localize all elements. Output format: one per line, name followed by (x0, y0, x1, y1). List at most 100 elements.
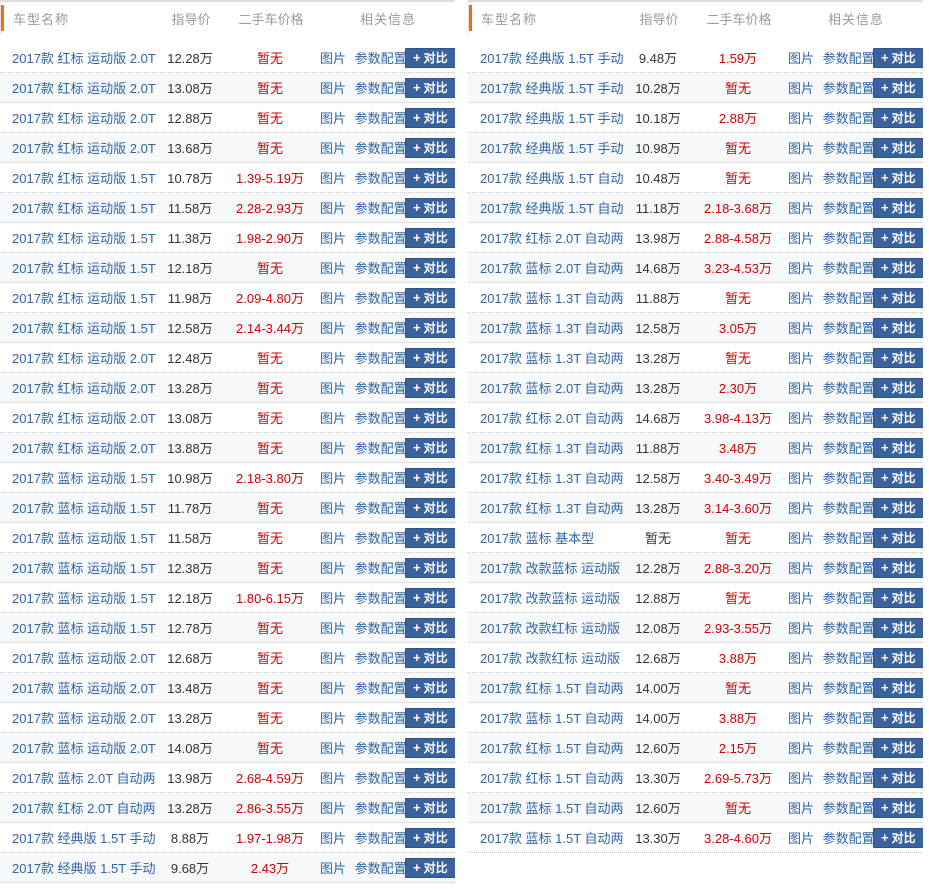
config-link[interactable]: 参数配置 (354, 441, 405, 456)
compare-button[interactable]: + 对比 (405, 737, 455, 758)
image-link[interactable]: 图片 (320, 381, 347, 396)
image-link[interactable]: 图片 (320, 411, 347, 426)
car-model-link[interactable]: 2017款 蓝标 运动版 1.5T (12, 561, 156, 576)
config-link[interactable]: 参数配置 (354, 141, 405, 156)
car-model-link[interactable]: 2017款 经典版 1.5T 手动 (480, 51, 624, 66)
config-link[interactable]: 参数配置 (822, 441, 873, 456)
config-link[interactable]: 参数配置 (822, 201, 873, 216)
car-model-link[interactable]: 2017款 红标 运动版 2.0T (12, 441, 156, 456)
car-model-link[interactable]: 2017款 蓝标 2.0T 自动两 (480, 381, 624, 396)
image-link[interactable]: 图片 (320, 861, 347, 876)
image-link[interactable]: 图片 (320, 141, 347, 156)
car-model-link[interactable]: 2017款 蓝标 运动版 1.5T (12, 471, 156, 486)
compare-button[interactable]: + 对比 (873, 767, 923, 788)
image-link[interactable]: 图片 (788, 291, 815, 306)
compare-button[interactable]: + 对比 (405, 377, 455, 398)
car-model-link[interactable]: 2017款 经典版 1.5T 手动 (480, 81, 624, 96)
image-link[interactable]: 图片 (788, 831, 815, 846)
compare-button[interactable]: + 对比 (405, 287, 455, 308)
config-link[interactable]: 参数配置 (822, 681, 873, 696)
image-link[interactable]: 图片 (788, 741, 815, 756)
config-link[interactable]: 参数配置 (354, 471, 405, 486)
compare-button[interactable]: + 对比 (405, 347, 455, 368)
car-model-link[interactable]: 2017款 红标 运动版 2.0T (12, 111, 156, 126)
config-link[interactable]: 参数配置 (354, 591, 405, 606)
config-link[interactable]: 参数配置 (822, 621, 873, 636)
config-link[interactable]: 参数配置 (822, 801, 873, 816)
config-link[interactable]: 参数配置 (822, 591, 873, 606)
config-link[interactable]: 参数配置 (354, 231, 405, 246)
car-model-link[interactable]: 2017款 红标 1.3T 自动两 (480, 441, 624, 456)
car-model-link[interactable]: 2017款 红标 运动版 1.5T (12, 291, 156, 306)
compare-button[interactable]: + 对比 (873, 527, 923, 548)
image-link[interactable]: 图片 (320, 771, 347, 786)
compare-button[interactable]: + 对比 (405, 407, 455, 428)
car-model-link[interactable]: 2017款 经典版 1.5T 自动 (480, 171, 624, 186)
config-link[interactable]: 参数配置 (822, 471, 873, 486)
image-link[interactable]: 图片 (788, 141, 815, 156)
image-link[interactable]: 图片 (320, 261, 347, 276)
config-link[interactable]: 参数配置 (354, 531, 405, 546)
image-link[interactable]: 图片 (788, 651, 815, 666)
compare-button[interactable]: + 对比 (405, 797, 455, 818)
image-link[interactable]: 图片 (788, 501, 815, 516)
compare-button[interactable]: + 对比 (405, 827, 455, 848)
image-link[interactable]: 图片 (320, 441, 347, 456)
config-link[interactable]: 参数配置 (354, 111, 405, 126)
compare-button[interactable]: + 对比 (405, 77, 455, 98)
car-model-link[interactable]: 2017款 红标 2.0T 自动两 (12, 801, 156, 816)
car-model-link[interactable]: 2017款 改款蓝标 运动版 (480, 591, 621, 606)
car-model-link[interactable]: 2017款 红标 运动版 2.0T (12, 51, 156, 66)
image-link[interactable]: 图片 (788, 591, 815, 606)
config-link[interactable]: 参数配置 (822, 51, 873, 66)
image-link[interactable]: 图片 (320, 201, 347, 216)
car-model-link[interactable]: 2017款 改款红标 运动版 (480, 621, 621, 636)
config-link[interactable]: 参数配置 (354, 321, 405, 336)
car-model-link[interactable]: 2017款 蓝标 运动版 2.0T (12, 651, 156, 666)
compare-button[interactable]: + 对比 (873, 407, 923, 428)
compare-button[interactable]: + 对比 (405, 47, 455, 68)
car-model-link[interactable]: 2017款 蓝标 2.0T 自动两 (480, 261, 624, 276)
compare-button[interactable]: + 对比 (405, 647, 455, 668)
image-link[interactable]: 图片 (320, 741, 347, 756)
image-link[interactable]: 图片 (320, 291, 347, 306)
config-link[interactable]: 参数配置 (354, 291, 405, 306)
image-link[interactable]: 图片 (788, 81, 815, 96)
car-model-link[interactable]: 2017款 蓝标 2.0T 自动两 (12, 771, 156, 786)
compare-button[interactable]: + 对比 (405, 107, 455, 128)
image-link[interactable]: 图片 (788, 381, 815, 396)
config-link[interactable]: 参数配置 (354, 81, 405, 96)
car-model-link[interactable]: 2017款 红标 运动版 1.5T (12, 321, 156, 336)
image-link[interactable]: 图片 (320, 591, 347, 606)
compare-button[interactable]: + 对比 (873, 797, 923, 818)
image-link[interactable]: 图片 (788, 171, 815, 186)
config-link[interactable]: 参数配置 (354, 561, 405, 576)
image-link[interactable]: 图片 (788, 261, 815, 276)
image-link[interactable]: 图片 (320, 81, 347, 96)
car-model-link[interactable]: 2017款 红标 1.3T 自动两 (480, 471, 624, 486)
image-link[interactable]: 图片 (320, 51, 347, 66)
car-model-link[interactable]: 2017款 红标 2.0T 自动两 (480, 411, 624, 426)
car-model-link[interactable]: 2017款 蓝标 1.5T 自动两 (480, 831, 624, 846)
compare-button[interactable]: + 对比 (405, 617, 455, 638)
car-model-link[interactable]: 2017款 蓝标 1.3T 自动两 (480, 351, 624, 366)
car-model-link[interactable]: 2017款 蓝标 运动版 1.5T (12, 591, 156, 606)
compare-button[interactable]: + 对比 (873, 647, 923, 668)
compare-button[interactable]: + 对比 (873, 587, 923, 608)
image-link[interactable]: 图片 (320, 501, 347, 516)
image-link[interactable]: 图片 (320, 231, 347, 246)
config-link[interactable]: 参数配置 (354, 801, 405, 816)
config-link[interactable]: 参数配置 (354, 351, 405, 366)
compare-button[interactable]: + 对比 (873, 47, 923, 68)
compare-button[interactable]: + 对比 (873, 77, 923, 98)
car-model-link[interactable]: 2017款 蓝标 运动版 1.5T (12, 501, 156, 516)
compare-button[interactable]: + 对比 (405, 707, 455, 728)
config-link[interactable]: 参数配置 (354, 501, 405, 516)
compare-button[interactable]: + 对比 (405, 587, 455, 608)
config-link[interactable]: 参数配置 (354, 861, 405, 876)
image-link[interactable]: 图片 (788, 441, 815, 456)
image-link[interactable]: 图片 (788, 51, 815, 66)
config-link[interactable]: 参数配置 (822, 261, 873, 276)
config-link[interactable]: 参数配置 (822, 111, 873, 126)
car-model-link[interactable]: 2017款 红标 运动版 1.5T (12, 231, 156, 246)
